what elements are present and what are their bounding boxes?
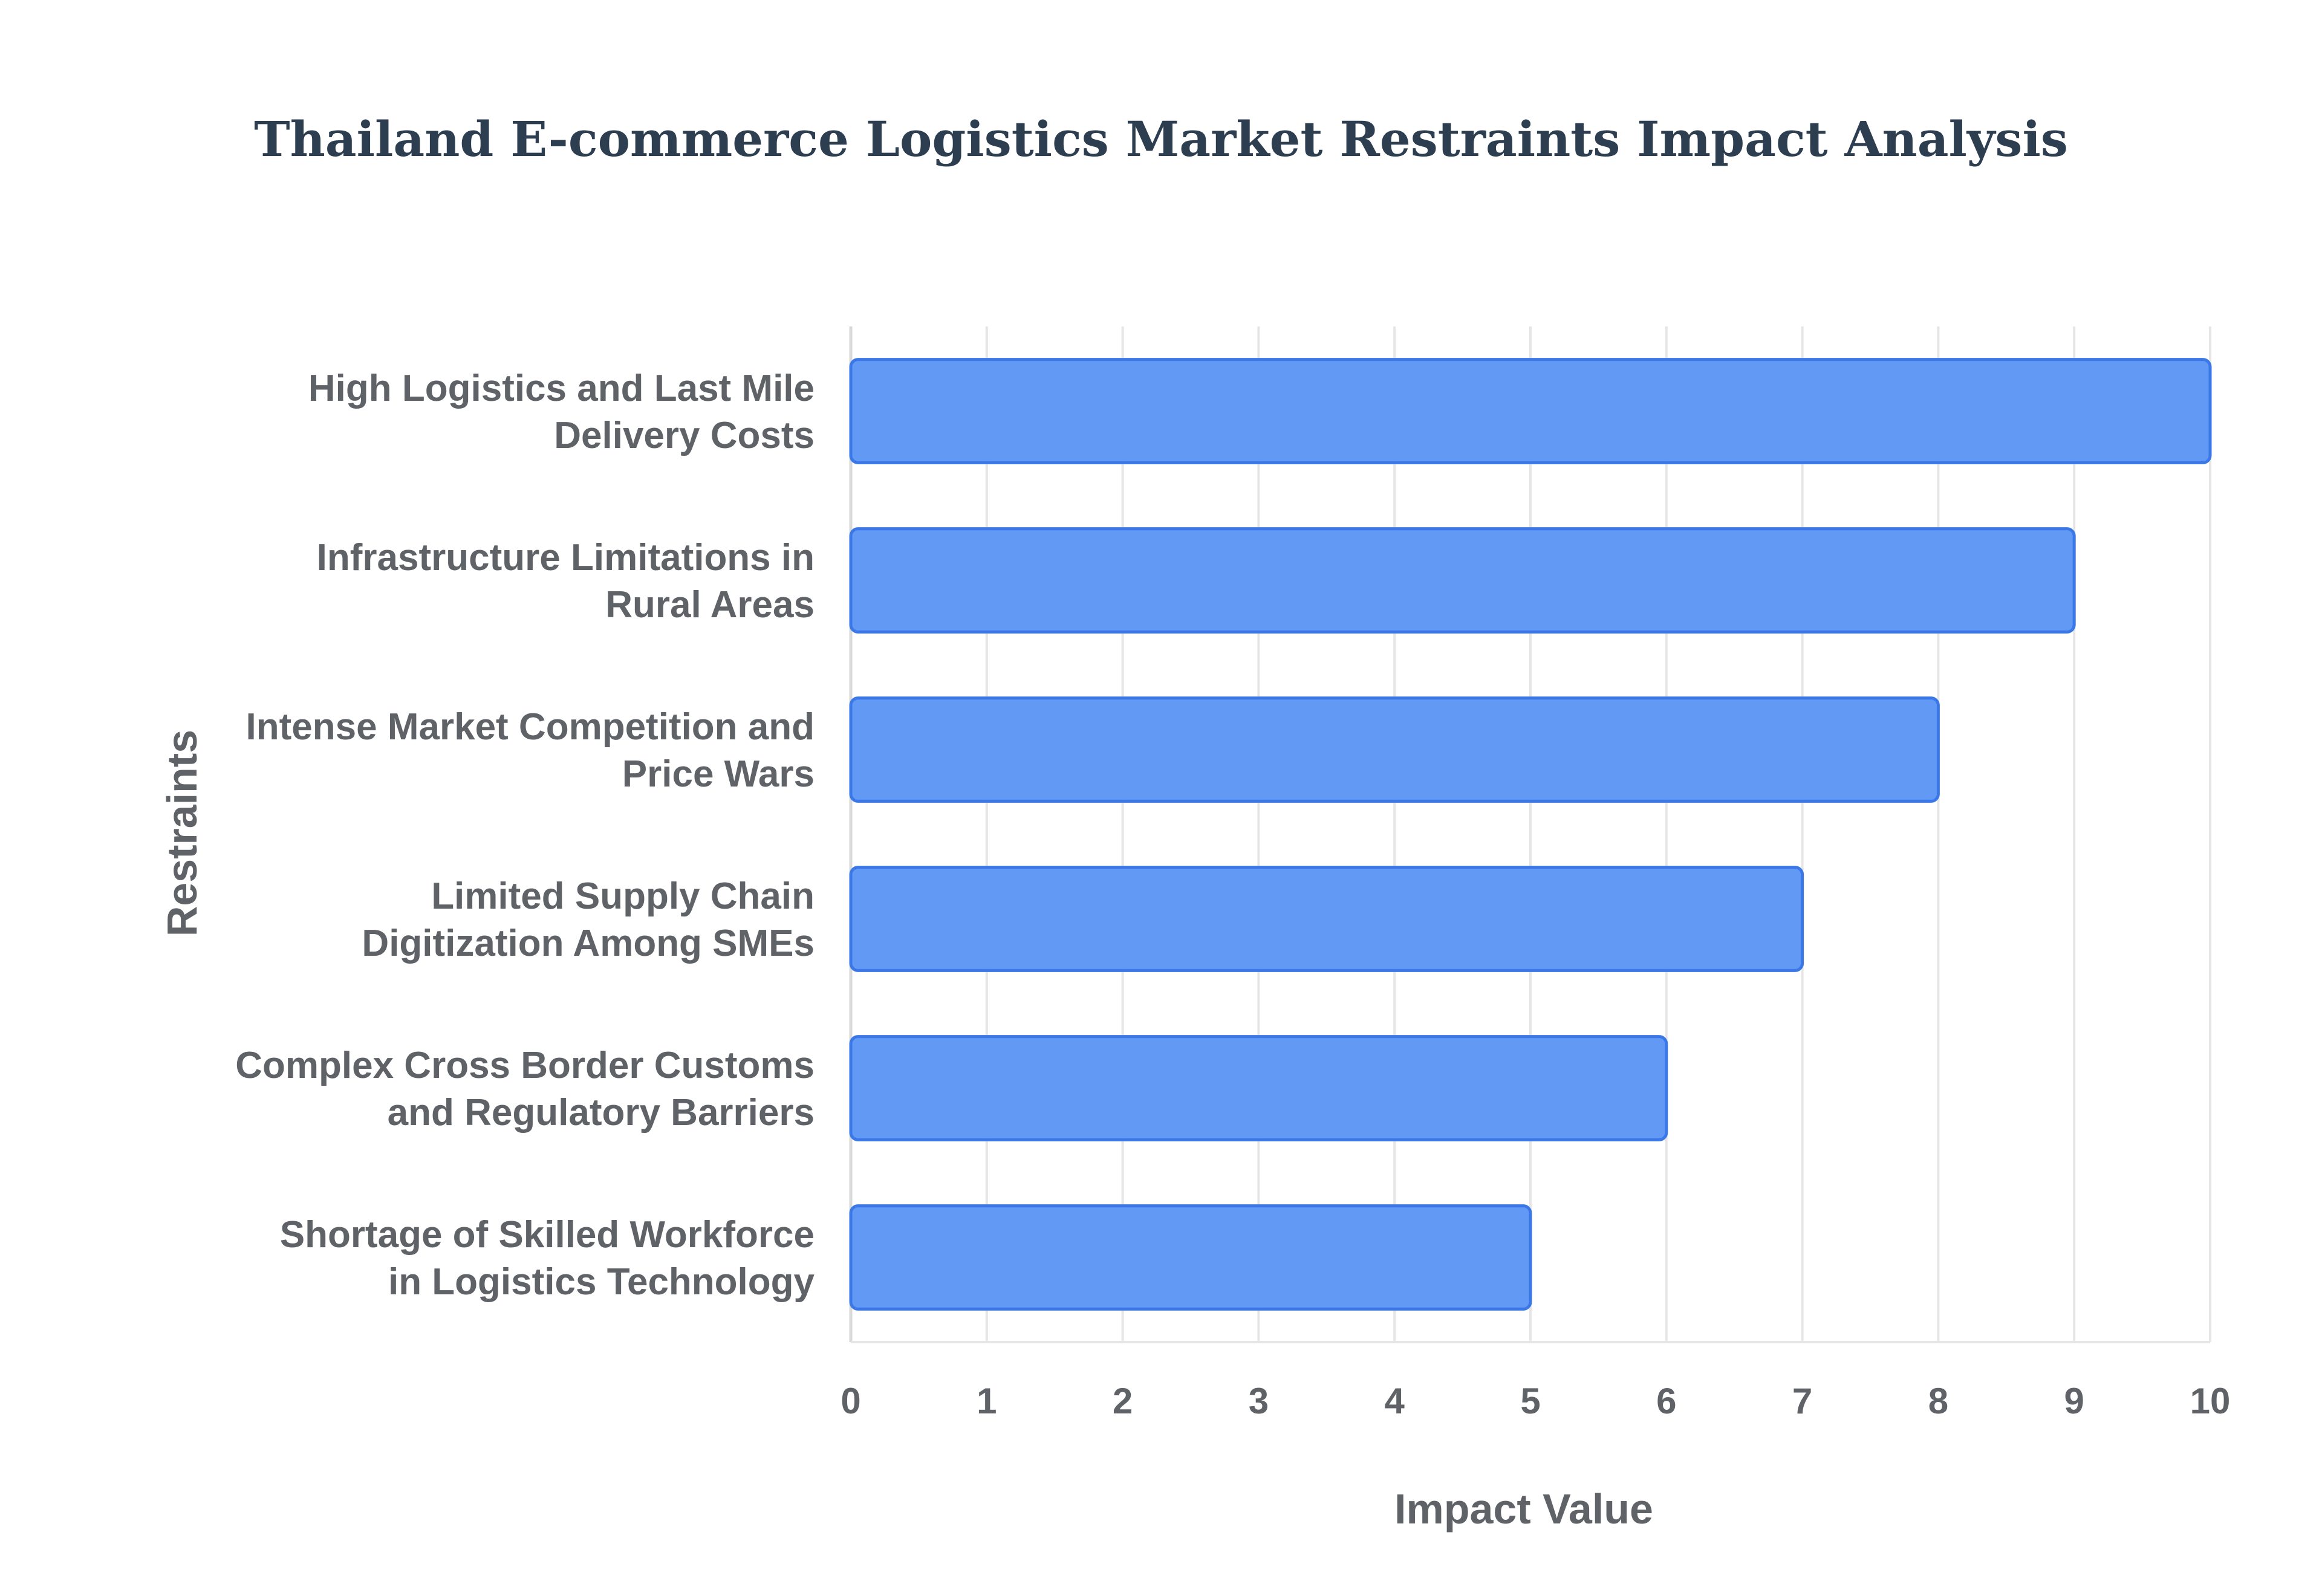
x-tick-label-0: 0	[841, 1381, 860, 1421]
category-label-line: and Regulatory Barriers	[388, 1092, 815, 1134]
bar-5[interactable]	[849, 1204, 1532, 1311]
category-label-line: Complex Cross Border Customs	[235, 1045, 815, 1086]
category-labels: High Logistics and Last Mile Delivery Cos…	[235, 368, 815, 1303]
category-label-line: Intense Market Competition and	[246, 706, 815, 748]
x-tick-label-10: 10	[2190, 1381, 2231, 1421]
x-tick-label-6: 6	[1656, 1381, 1676, 1421]
category-label-line: High Logistics and Last Mile	[308, 368, 815, 409]
x-tick-label-4: 4	[1385, 1381, 1405, 1421]
category-label-2: Intense Market Competition and Price Wars	[246, 706, 815, 795]
category-label-5: Shortage of Skilled Workforce in Logistic…	[280, 1214, 815, 1303]
category-label-4: Complex Cross Border Customs and Regulato…	[235, 1045, 815, 1134]
category-label-0: High Logistics and Last Mile Delivery Cos…	[308, 368, 815, 456]
category-label-line: Shortage of Skilled Workforce	[280, 1214, 815, 1256]
x-tick-label-2: 2	[1113, 1381, 1133, 1421]
x-tick-labels: 0 1 2 3 4 5 6 7 8 9 10	[841, 1381, 2230, 1421]
bar-4[interactable]	[849, 1035, 1668, 1141]
bar-1[interactable]	[849, 527, 2076, 634]
grid-lines	[849, 326, 2211, 1343]
bar-3[interactable]	[849, 866, 1804, 972]
category-label-line: Price Wars	[622, 753, 815, 795]
category-label-line: Digitization Among SMEs	[362, 923, 815, 964]
category-label-line: Infrastructure Limitations in	[317, 537, 815, 579]
bar-2[interactable]	[849, 696, 1940, 803]
x-tick-label-7: 7	[1792, 1381, 1812, 1421]
bars	[849, 358, 2212, 1311]
x-axis-title: Impact Value	[1394, 1485, 1653, 1533]
x-tick-label-3: 3	[1249, 1381, 1269, 1421]
y-axis-title: Restraints	[158, 730, 206, 936]
bar-0[interactable]	[849, 358, 2212, 464]
x-tick-label-8: 8	[1928, 1381, 1948, 1421]
category-label-line: in Logistics Technology	[388, 1261, 815, 1303]
x-tick-label-9: 9	[2064, 1381, 2084, 1421]
category-label-1: Infrastructure Limitations in Rural Areas	[317, 537, 815, 626]
category-label-3: Limited Supply Chain Digitization Among S…	[362, 875, 815, 964]
category-label-line: Rural Areas	[605, 584, 815, 626]
category-label-line: Limited Supply Chain	[431, 875, 815, 917]
chart-title: Thailand E-commerce Logistics Market Res…	[254, 111, 2068, 167]
x-tick-label-1: 1	[977, 1381, 997, 1421]
category-label-line: Delivery Costs	[554, 415, 815, 456]
x-tick-label-5: 5	[1520, 1381, 1540, 1421]
